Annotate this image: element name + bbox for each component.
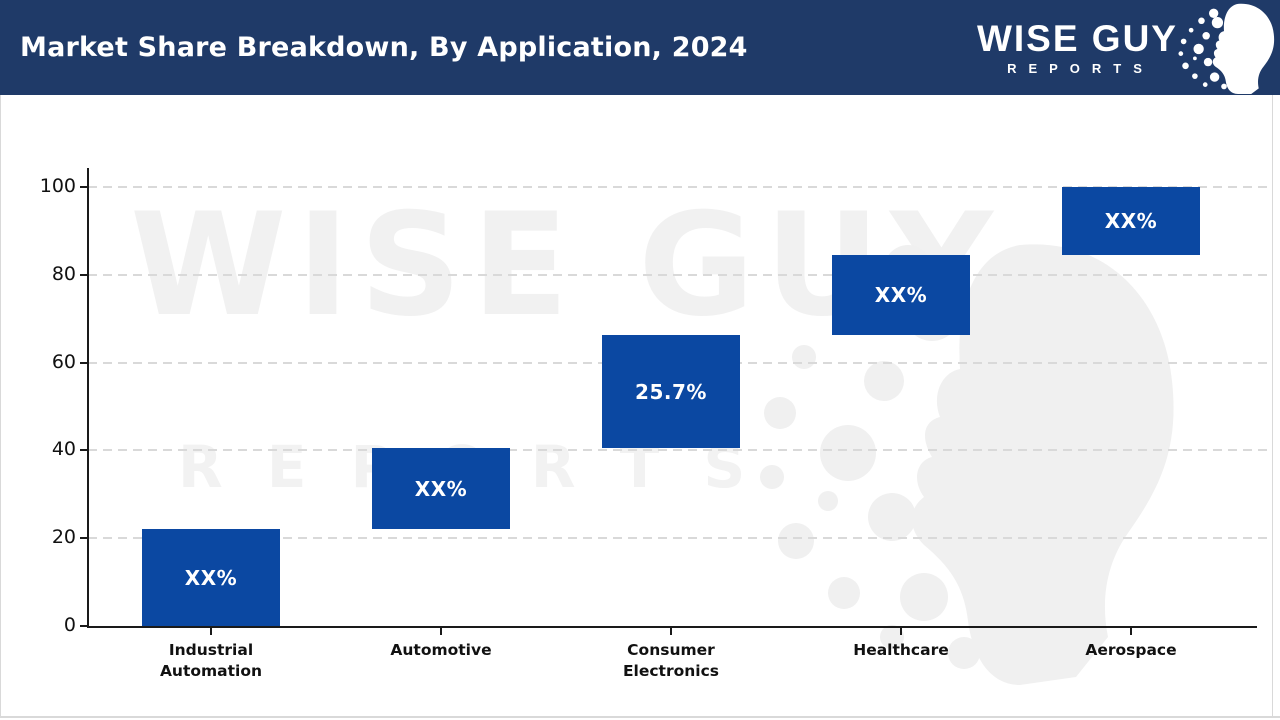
- x-tick: [1130, 627, 1132, 635]
- right-rule: [1272, 95, 1273, 717]
- bar-value-label: 25.7%: [635, 379, 707, 404]
- y-tick: [80, 186, 88, 188]
- logo-text: WISE GUY REPORTS: [976, 17, 1178, 76]
- x-tick: [210, 627, 212, 635]
- y-tick: [80, 273, 88, 276]
- bar: 25.7%: [602, 335, 740, 449]
- x-tick: [670, 627, 672, 635]
- y-tick: [80, 449, 88, 452]
- bar: XX%: [372, 448, 510, 530]
- y-axis-spine: [87, 168, 89, 628]
- x-axis-label: Automotive: [390, 641, 492, 659]
- bar-value-label: XX%: [874, 282, 928, 307]
- gridline: [88, 273, 1272, 276]
- x-axis-label: Healthcare: [853, 641, 949, 659]
- bar: XX%: [832, 254, 970, 336]
- page-title: Market Share Breakdown, By Application, …: [20, 32, 748, 63]
- gridline: [88, 186, 1272, 188]
- gridline: [88, 449, 1272, 452]
- bar: XX%: [142, 529, 280, 626]
- x-axis-label: Aerospace: [1085, 641, 1177, 659]
- bar-value-label: XX%: [1104, 208, 1158, 233]
- bar-value-label: XX%: [184, 565, 238, 590]
- y-tick: [80, 361, 88, 364]
- y-tick: [80, 625, 88, 627]
- logo-brand-label: WISE GUY: [976, 17, 1178, 59]
- logo-face-dots-icon: [1178, 3, 1275, 94]
- y-tick-label: 80: [51, 262, 76, 285]
- x-tick: [900, 627, 902, 635]
- x-axis-label: Industrial Automation: [159, 641, 263, 680]
- left-rule: [0, 95, 1, 717]
- y-tick-label: 20: [51, 526, 76, 549]
- y-tick-label: 60: [51, 350, 76, 373]
- bar-value-label: XX%: [414, 476, 468, 501]
- gridline: [88, 537, 1272, 540]
- bottom-rule: [0, 716, 1280, 718]
- y-tick: [80, 537, 88, 540]
- x-tick: [440, 627, 442, 635]
- x-axis-label: Consumer Electronics: [622, 641, 720, 680]
- y-tick-label: 0: [63, 614, 76, 636]
- bar: XX%: [1062, 187, 1200, 255]
- x-axis-spine: [87, 626, 1257, 628]
- wiseguy-logo: WISE GUY REPORTS: [977, 2, 1276, 94]
- logo-sub-label: REPORTS: [1007, 60, 1154, 76]
- y-tick-label: 40: [51, 438, 76, 461]
- y-tick-label: 100: [39, 175, 76, 197]
- header-band: Market Share Breakdown, By Application, …: [0, 0, 1280, 95]
- chart-area: WISE GUY R E P O R T S 020406080100XX%In…: [0, 95, 1280, 720]
